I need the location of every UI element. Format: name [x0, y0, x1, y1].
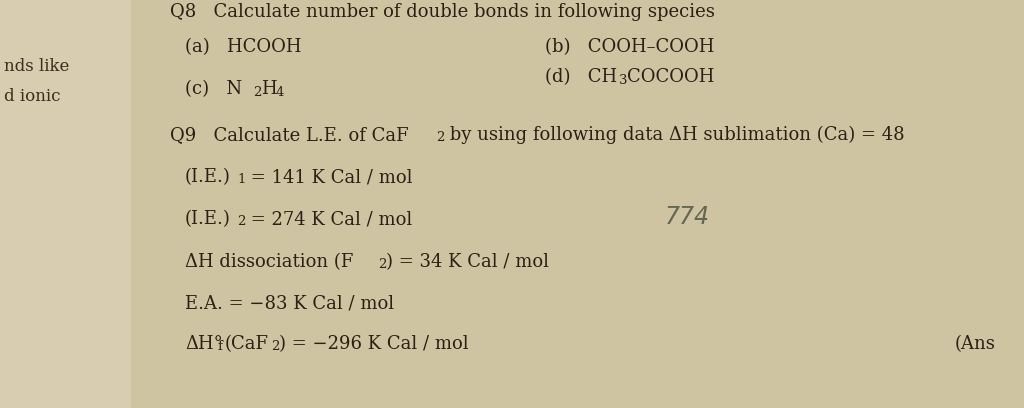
Text: 2: 2 — [436, 131, 444, 144]
Text: (Ans: (Ans — [955, 335, 996, 353]
Text: (d)   CH: (d) CH — [545, 68, 617, 86]
Text: Q8   Calculate number of double bonds in following species: Q8 Calculate number of double bonds in f… — [170, 3, 715, 21]
Text: by using following data ΔH sublimation (Ca) = 48: by using following data ΔH sublimation (… — [444, 126, 904, 144]
Text: 1: 1 — [237, 173, 246, 186]
Text: (a)   HCOOH: (a) HCOOH — [185, 38, 301, 56]
Text: d ionic: d ionic — [4, 88, 60, 105]
Text: ΔH dissociation (F: ΔH dissociation (F — [185, 253, 353, 271]
Text: 4: 4 — [276, 86, 285, 99]
Text: E.A. = −83 K Cal / mol: E.A. = −83 K Cal / mol — [185, 295, 394, 313]
Text: ) = 34 K Cal / mol: ) = 34 K Cal / mol — [386, 253, 549, 271]
Text: ΔH°: ΔH° — [185, 335, 223, 353]
Text: 2: 2 — [378, 258, 386, 271]
Text: 2: 2 — [237, 215, 246, 228]
Text: = 141 K Cal / mol: = 141 K Cal / mol — [245, 168, 413, 186]
Text: 2: 2 — [253, 86, 261, 99]
Text: (CaF: (CaF — [225, 335, 269, 353]
Text: (b)   COOH–COOH: (b) COOH–COOH — [545, 38, 715, 56]
Text: (I.E.): (I.E.) — [185, 168, 230, 186]
Text: (I.E.): (I.E.) — [185, 210, 230, 228]
Text: = 274 K Cal / mol: = 274 K Cal / mol — [245, 210, 413, 228]
Text: ) = −296 K Cal / mol: ) = −296 K Cal / mol — [279, 335, 469, 353]
Text: 774: 774 — [665, 205, 710, 229]
Text: 2: 2 — [271, 340, 280, 353]
Text: 3: 3 — [618, 74, 628, 87]
Text: nds like: nds like — [4, 58, 70, 75]
Text: (c)   N: (c) N — [185, 80, 242, 98]
Text: H: H — [261, 80, 276, 98]
Text: Q9   Calculate L.E. of CaF: Q9 Calculate L.E. of CaF — [170, 126, 409, 144]
Text: COCOOH: COCOOH — [627, 68, 715, 86]
Text: f: f — [218, 340, 223, 353]
Bar — [0, 0, 130, 408]
